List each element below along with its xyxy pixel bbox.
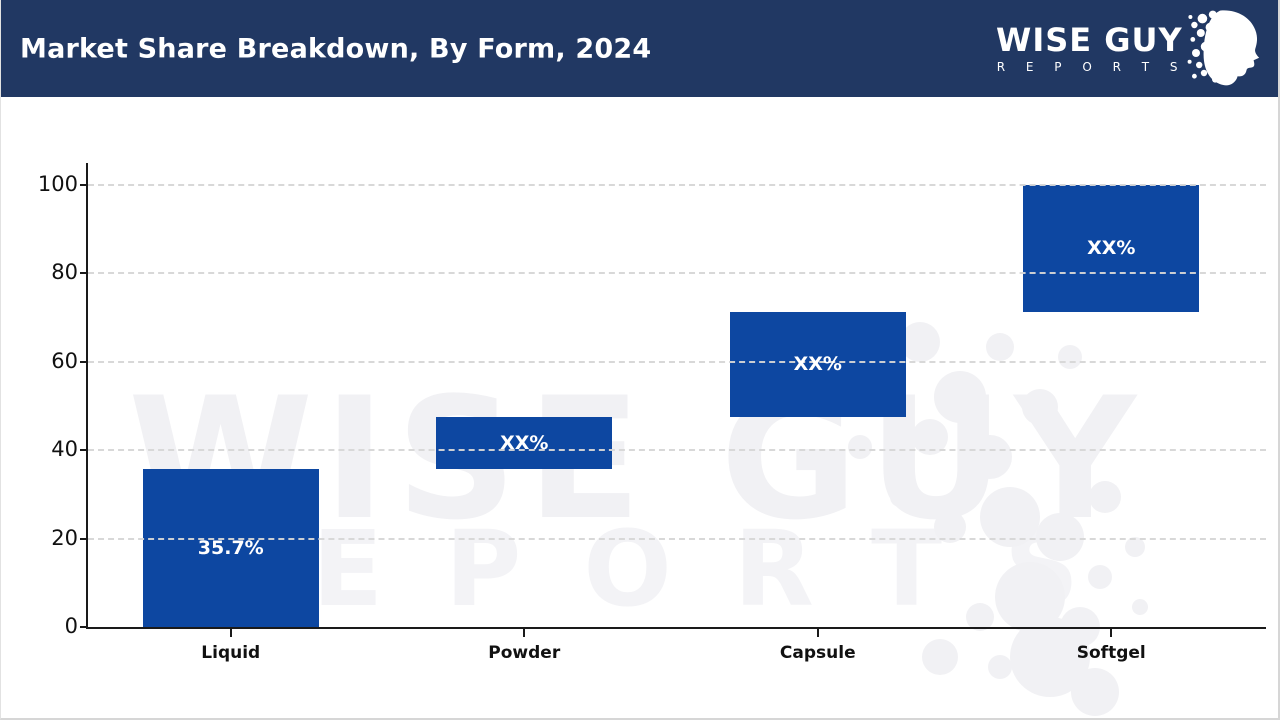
waterfall-bar-powder [436, 417, 613, 470]
brand-name: WISE GUY [996, 20, 1183, 59]
x-axis-tick [229, 629, 232, 637]
face-profile-icon [1187, 9, 1260, 85]
y-axis-line [86, 163, 88, 629]
y-axis-tick [80, 537, 88, 540]
bar-value-label: XX% [793, 353, 842, 376]
chart-area: WISE GUY REPORTS 0 20 40 60 80 100 35.7% Liquid… [0, 97, 1280, 717]
y-axis-tick [80, 449, 88, 452]
waterfall-bar-softgel [1023, 185, 1200, 312]
x-axis-category-label: Capsule [779, 643, 856, 663]
y-axis-tick-label: 60 [51, 348, 78, 373]
bar-value-label: XX% [500, 432, 549, 455]
brand-logo: WISE GUY R E P O R T S [993, 9, 1266, 89]
y-axis-tick [80, 360, 88, 363]
y-axis-tick [80, 184, 88, 186]
bar-value-label: 35.7% [197, 537, 264, 560]
watermark-reports-text: REPORTS [170, 508, 1142, 630]
x-axis-category-label: Liquid [201, 643, 261, 663]
x-axis-tick [523, 629, 526, 637]
y-gridline [88, 537, 1266, 540]
y-gridline [88, 449, 1266, 452]
brand-subtitle: R E P O R T S [996, 59, 1186, 74]
waterfall-bar-liquid [142, 469, 319, 627]
x-axis-tick [816, 629, 819, 637]
y-gridline [88, 272, 1266, 275]
waterfall-bar-capsule [729, 311, 906, 418]
y-gridline [88, 184, 1266, 186]
y-axis-tick-label: 100 [37, 172, 78, 196]
y-gridline [88, 360, 1266, 363]
page-title: Market Share Breakdown, By Form, 2024 [20, 33, 652, 64]
x-axis-line [86, 627, 1266, 629]
x-axis-category-label: Powder [488, 643, 561, 663]
y-axis-tick [80, 272, 88, 275]
x-axis-tick [1110, 629, 1113, 637]
y-axis-tick [80, 626, 88, 628]
bar-value-label: XX% [1087, 237, 1136, 260]
y-axis-tick-label: 0 [64, 614, 78, 638]
x-axis-category-label: Softgel [1076, 643, 1146, 663]
header-band: Market Share Breakdown, By Form, 2024 WI… [0, 0, 1280, 97]
y-axis-tick-label: 40 [51, 437, 78, 462]
y-axis-tick-label: 20 [51, 525, 78, 550]
brand-logo-text: WISE GUY R E P O R T S [993, 24, 1186, 74]
y-axis-tick-label: 80 [51, 260, 78, 285]
